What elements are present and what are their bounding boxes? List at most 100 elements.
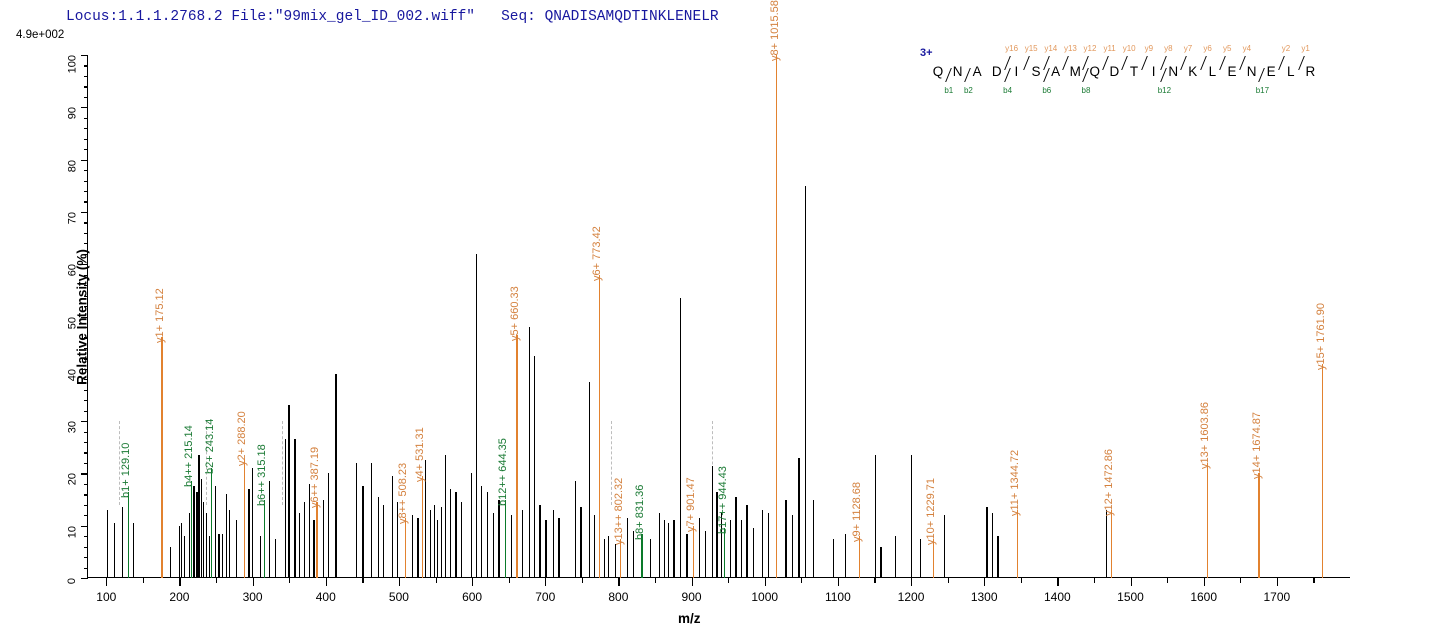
- spectrum-peak: [529, 326, 531, 578]
- spectrum-peak: [470, 473, 472, 578]
- b-ion-label: b12: [1157, 86, 1172, 95]
- annotated-peak[interactable]: [858, 536, 861, 578]
- spectrum-peak: [327, 473, 330, 578]
- x-axis-minor-tick: [728, 578, 730, 583]
- annotated-peak[interactable]: [404, 517, 407, 578]
- y-ion-label: y1: [1301, 44, 1310, 53]
- x-axis-tick: [398, 578, 401, 586]
- x-axis-tick: [545, 578, 547, 586]
- spectrum-peak: [740, 520, 742, 578]
- annotated-peak[interactable]: [641, 533, 643, 578]
- sequence-residue: N: [1168, 64, 1179, 79]
- annotated-peak[interactable]: [421, 476, 424, 578]
- spectrum-peak: [193, 486, 195, 578]
- spectrum-peak: [259, 536, 262, 578]
- spectrum-peak: [113, 523, 115, 578]
- spectrum-peak: [202, 502, 205, 578]
- sequence-residue: N: [952, 64, 963, 79]
- y-axis-minor-tick: [84, 253, 88, 255]
- x-axis-tick: [179, 578, 181, 586]
- x-axis-tick: [1203, 578, 1205, 586]
- sequence-residue: I: [1014, 64, 1019, 79]
- peak-annotation-label: y1+ 175.12: [153, 288, 166, 344]
- y-axis-minor-tick: [84, 295, 88, 297]
- y-axis-minor-tick: [84, 515, 88, 517]
- spectrum-peak: [880, 546, 882, 578]
- annotated-peak[interactable]: [316, 502, 318, 578]
- annotated-peak[interactable]: [1258, 473, 1260, 578]
- y-ion-label: y2: [1281, 44, 1291, 53]
- x-axis-tick: [911, 578, 913, 586]
- annotated-peak[interactable]: [243, 460, 246, 578]
- spectrum-peak: [593, 515, 595, 578]
- y-axis-tick-label: 50: [66, 316, 78, 329]
- annotated-peak[interactable]: [776, 55, 778, 578]
- sequence-residue: I: [1151, 64, 1156, 79]
- y-axis-minor-tick: [84, 138, 88, 140]
- spectrum-peak: [486, 491, 489, 578]
- x-axis-tick-label: 900: [681, 590, 702, 604]
- spectrum-peak: [986, 507, 988, 578]
- y-axis-minor-tick: [84, 557, 88, 559]
- y-ion-label: y14: [1044, 44, 1058, 53]
- spectrum-peak: [121, 507, 123, 578]
- annotated-peak[interactable]: [263, 499, 265, 578]
- annotated-peak[interactable]: [190, 481, 192, 578]
- y-axis-minor-tick: [84, 65, 88, 67]
- x-axis-minor-tick: [508, 578, 510, 583]
- x-axis-tick: [984, 578, 986, 586]
- y-ion-label: y8: [1164, 44, 1173, 53]
- peak-annotation-label: y8++ 508.23: [397, 462, 410, 524]
- sequence-residue: K: [1188, 64, 1198, 79]
- y-axis-tick: [81, 55, 88, 57]
- spectrum-peak: [1105, 510, 1107, 578]
- y-axis-tick: [81, 578, 88, 580]
- x-axis-tick: [1130, 578, 1132, 586]
- annotated-peak[interactable]: [516, 334, 518, 578]
- y-ion-label: y12: [1083, 44, 1097, 53]
- y-ion-label: y4: [1242, 44, 1252, 53]
- spectrum-peak: [704, 530, 707, 578]
- y-axis-tick: [81, 107, 88, 109]
- spectrum-peak: [205, 512, 208, 578]
- annotated-peak[interactable]: [692, 525, 694, 578]
- annotated-peak[interactable]: [1206, 462, 1208, 578]
- y-axis-tick-label: 90: [66, 107, 78, 120]
- spectrum-peak: [668, 523, 670, 578]
- b-ion-label: b8: [1081, 86, 1091, 95]
- annotated-peak[interactable]: [620, 538, 622, 578]
- y-axis-minor-tick: [84, 410, 88, 412]
- y-axis-tick: [81, 368, 88, 370]
- annotated-peak[interactable]: [1110, 510, 1112, 578]
- spectrum-peak: [251, 468, 254, 578]
- x-axis-tick-label: 700: [535, 590, 556, 604]
- annotated-peak[interactable]: [211, 468, 213, 578]
- x-axis-tick-label: 800: [608, 590, 629, 604]
- spectrum-peak: [382, 504, 385, 578]
- spectrum-peak: [294, 439, 296, 578]
- annotated-peak[interactable]: [1016, 510, 1019, 578]
- spectrum-peak: [798, 457, 800, 578]
- locus-file-sequence-title: Locus:1.1.1.2768.2 File:"99mix_gel_ID_00…: [66, 9, 719, 25]
- x-axis-minor-tick: [1167, 578, 1169, 583]
- spectrum-peak: [746, 504, 748, 578]
- sequence-residue: S: [1031, 64, 1041, 79]
- spectrum-peak: [729, 520, 731, 578]
- spectrum-peak: [894, 536, 897, 578]
- annotated-peak[interactable]: [724, 528, 726, 578]
- spectrum-peak: [510, 515, 513, 578]
- peak-annotation-label: y6+ 773.42: [591, 225, 604, 281]
- spectrum-peak: [429, 510, 431, 578]
- annotated-peak[interactable]: [598, 274, 601, 578]
- x-axis-tick: [1276, 578, 1279, 586]
- annotated-peak[interactable]: [1322, 363, 1324, 578]
- peak-annotation-label: y6++ 387.19: [308, 446, 321, 509]
- peak-annotation-label: b4++ 215.14: [183, 425, 196, 488]
- spectrum-peak: [720, 512, 723, 578]
- annotated-peak[interactable]: [932, 538, 935, 578]
- annotated-peak[interactable]: [161, 337, 163, 578]
- y-axis-tick-label: 70: [66, 211, 78, 225]
- annotated-peak[interactable]: [127, 491, 129, 578]
- annotated-peak[interactable]: [504, 499, 506, 578]
- x-axis-tick: [691, 578, 693, 586]
